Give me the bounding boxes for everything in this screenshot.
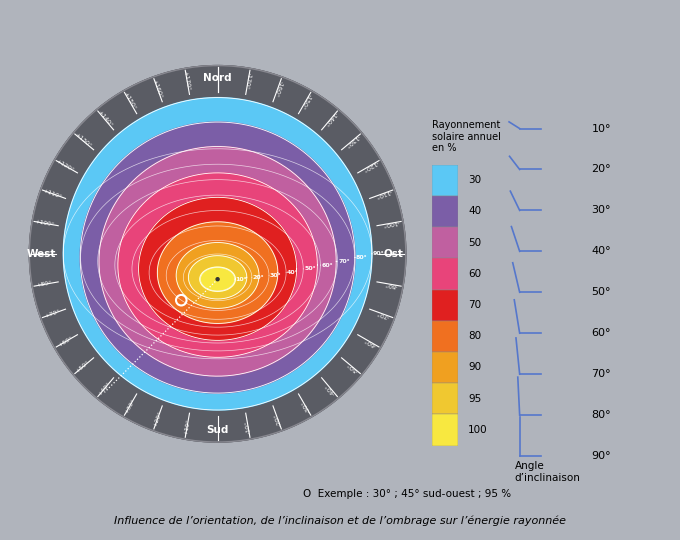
Text: 70°: 70° <box>339 259 350 264</box>
Polygon shape <box>157 222 278 323</box>
Text: +10°: +10° <box>183 418 191 435</box>
Text: 50°: 50° <box>592 287 611 297</box>
Text: 10°: 10° <box>592 124 611 133</box>
Text: Angle
d’inclinaison: Angle d’inclinaison <box>515 461 581 483</box>
Text: -20°: -20° <box>273 412 282 426</box>
Text: -30°: -30° <box>300 399 311 413</box>
Text: 50: 50 <box>468 238 481 248</box>
Polygon shape <box>139 197 296 340</box>
Text: -70°: -70° <box>376 309 390 319</box>
Text: -10°: -10° <box>245 420 252 434</box>
Text: -60°: -60° <box>363 336 377 347</box>
FancyBboxPatch shape <box>432 383 458 414</box>
Text: -100°: -100° <box>382 219 400 227</box>
Text: Influence de l’orientation, de l’inclinaison et de l’ombrage sur l’énergie rayon: Influence de l’orientation, de l’inclina… <box>114 516 566 526</box>
FancyBboxPatch shape <box>432 321 458 352</box>
Text: -110°: -110° <box>374 188 392 199</box>
Text: 50°: 50° <box>304 266 316 272</box>
Text: 40: 40 <box>468 206 481 217</box>
Text: +120°: +120° <box>55 159 75 173</box>
Text: +20°: +20° <box>152 411 163 428</box>
Text: -120°: -120° <box>361 159 379 172</box>
Text: +60°: +60° <box>57 335 73 348</box>
Text: 30°: 30° <box>592 205 611 215</box>
Text: 90°: 90° <box>373 251 385 256</box>
Text: 20°: 20° <box>253 275 265 280</box>
FancyBboxPatch shape <box>432 196 458 227</box>
Polygon shape <box>188 255 247 299</box>
Text: 95: 95 <box>468 394 481 404</box>
Polygon shape <box>80 122 355 393</box>
Text: 40°: 40° <box>592 246 611 256</box>
FancyBboxPatch shape <box>432 227 458 258</box>
Polygon shape <box>99 146 336 376</box>
Text: +150°: +150° <box>122 91 137 111</box>
Polygon shape <box>118 173 318 357</box>
Text: -50°: -50° <box>345 361 359 373</box>
Polygon shape <box>29 65 406 442</box>
Text: West: West <box>27 249 56 259</box>
FancyBboxPatch shape <box>432 414 458 446</box>
Text: 60°: 60° <box>592 328 611 338</box>
Text: -80°: -80° <box>384 281 398 288</box>
Text: +50°: +50° <box>75 360 90 374</box>
Circle shape <box>216 278 219 281</box>
Text: +130°: +130° <box>73 132 92 149</box>
Text: +110°: +110° <box>42 188 63 199</box>
Text: +40°: +40° <box>97 381 112 396</box>
Circle shape <box>29 65 406 442</box>
Text: +70°: +70° <box>44 309 61 319</box>
Text: +30°: +30° <box>123 398 136 415</box>
Text: O  Exemple : 30° ; 45° sud-ouest ; 95 %: O Exemple : 30° ; 45° sud-ouest ; 95 % <box>303 489 511 499</box>
Text: -170°: -170° <box>244 72 252 89</box>
Text: -140°: -140° <box>323 111 338 127</box>
Text: +80°: +80° <box>36 280 52 288</box>
Polygon shape <box>63 98 372 410</box>
Text: 20°: 20° <box>592 165 611 174</box>
Text: +140°: +140° <box>96 110 113 129</box>
Text: 60°: 60° <box>322 262 333 268</box>
FancyBboxPatch shape <box>432 165 458 196</box>
Polygon shape <box>176 242 259 308</box>
Text: 100: 100 <box>468 425 488 435</box>
Text: -130°: -130° <box>344 133 360 148</box>
Text: 60: 60 <box>468 269 481 279</box>
Text: 70°: 70° <box>592 369 611 379</box>
Text: 40°: 40° <box>287 270 299 275</box>
Text: 70: 70 <box>468 300 481 310</box>
Text: Ost: Ost <box>384 249 403 259</box>
Text: 80: 80 <box>468 332 481 341</box>
Text: 80°: 80° <box>592 410 611 420</box>
Text: 30°: 30° <box>270 273 282 278</box>
Text: +100°: +100° <box>34 219 54 227</box>
Text: -150°: -150° <box>299 93 312 110</box>
Text: -40°: -40° <box>324 382 337 395</box>
Polygon shape <box>200 267 235 292</box>
Text: 90°: 90° <box>592 451 611 461</box>
FancyBboxPatch shape <box>432 289 458 321</box>
Text: +160°: +160° <box>152 78 163 99</box>
Text: 30: 30 <box>468 176 481 185</box>
Text: 90: 90 <box>468 362 481 373</box>
Text: +170°: +170° <box>183 70 191 91</box>
Text: Sud: Sud <box>207 425 228 435</box>
Text: 10°: 10° <box>236 276 248 282</box>
Text: Nord: Nord <box>203 73 232 83</box>
Text: 80°: 80° <box>356 255 367 260</box>
Text: -160°: -160° <box>273 79 283 97</box>
FancyBboxPatch shape <box>432 258 458 289</box>
FancyBboxPatch shape <box>432 352 458 383</box>
Text: Rayonnement
solaire annuel
en %: Rayonnement solaire annuel en % <box>432 120 500 153</box>
